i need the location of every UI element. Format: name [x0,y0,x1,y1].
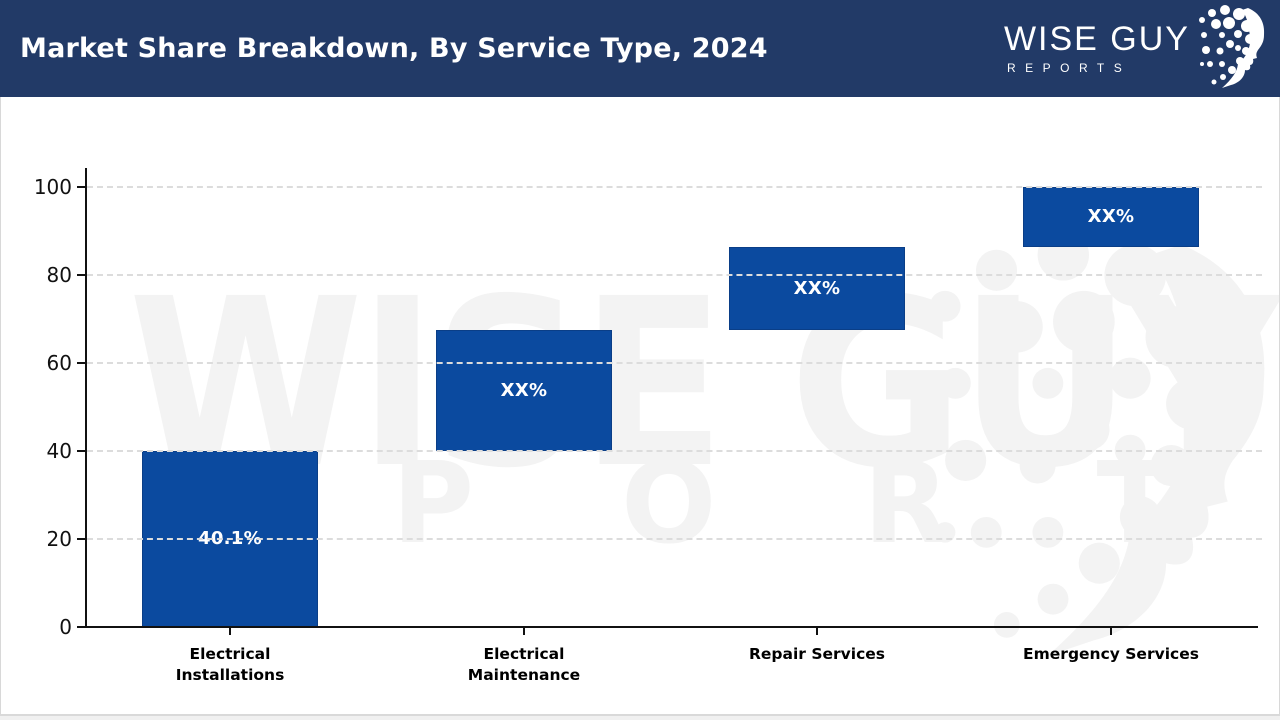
gridline-100 [87,186,1262,188]
category-label-electrical-installations: Electrical Installations [175,645,285,684]
logo-subtitle: REPORTS [1006,61,1132,75]
logo-wordmark: WISE GUY [1003,20,1190,58]
gridline-60 [87,362,1262,364]
y-tick-label-0: 0 [59,615,72,639]
x-tick-mark-1 [229,628,231,635]
page-border-bottom [0,714,1280,716]
y-tick-label-20: 20 [46,527,72,551]
category-label-electrical-maintenance: Electrical Maintenance [467,645,581,684]
y-tick-label-40: 40 [46,439,72,463]
header-band: Market Share Breakdown, By Service Type,… [0,0,1280,97]
gridline-20 [87,538,1262,540]
page-footer-strip [0,716,1280,720]
category-label-repair-services: Repair Services [748,645,886,663]
x-axis-line [85,626,1258,628]
logo-text: WISE GUY REPORTS [1004,22,1190,75]
x-tick-mark-3 [816,628,818,635]
chart-title: Market Share Breakdown, By Service Type,… [20,33,768,64]
gridline-80 [87,274,1262,276]
gridline-40 [87,450,1262,452]
waterfall-chart: 0 20 40 60 80 100 40.1% XX% XX% XX% Electrical Ins… [0,97,1280,720]
y-tick-label-80: 80 [46,263,72,287]
bar-emergency-services: XX% [1023,187,1199,247]
bar-value-label-electrical-maintenance: XX% [500,379,548,401]
x-tick-mark-4 [1110,628,1112,635]
y-tick-label-100: 100 [33,175,72,199]
y-tick-label-60: 60 [46,351,72,375]
bar-electrical-maintenance: XX% [436,330,612,451]
bar-repair-services: XX% [729,246,905,330]
y-tick-mark-40 [77,450,85,452]
page-border-left [0,0,1,720]
bar-value-label-emergency-services: XX% [1087,206,1135,228]
y-tick-mark-60 [77,362,85,364]
y-axis-line [85,168,87,627]
x-tick-mark-2 [523,628,525,635]
wise-guy-logo: WISE GUY REPORTS [1004,4,1266,94]
bar-value-label-repair-services: XX% [793,277,841,299]
y-tick-mark-80 [77,274,85,276]
logo-head-icon [1194,4,1266,94]
y-tick-mark-20 [77,538,85,540]
y-tick-mark-0 [77,626,85,628]
category-label-emergency-services: Emergency Services [1023,645,1199,663]
y-tick-mark-100 [77,186,85,188]
